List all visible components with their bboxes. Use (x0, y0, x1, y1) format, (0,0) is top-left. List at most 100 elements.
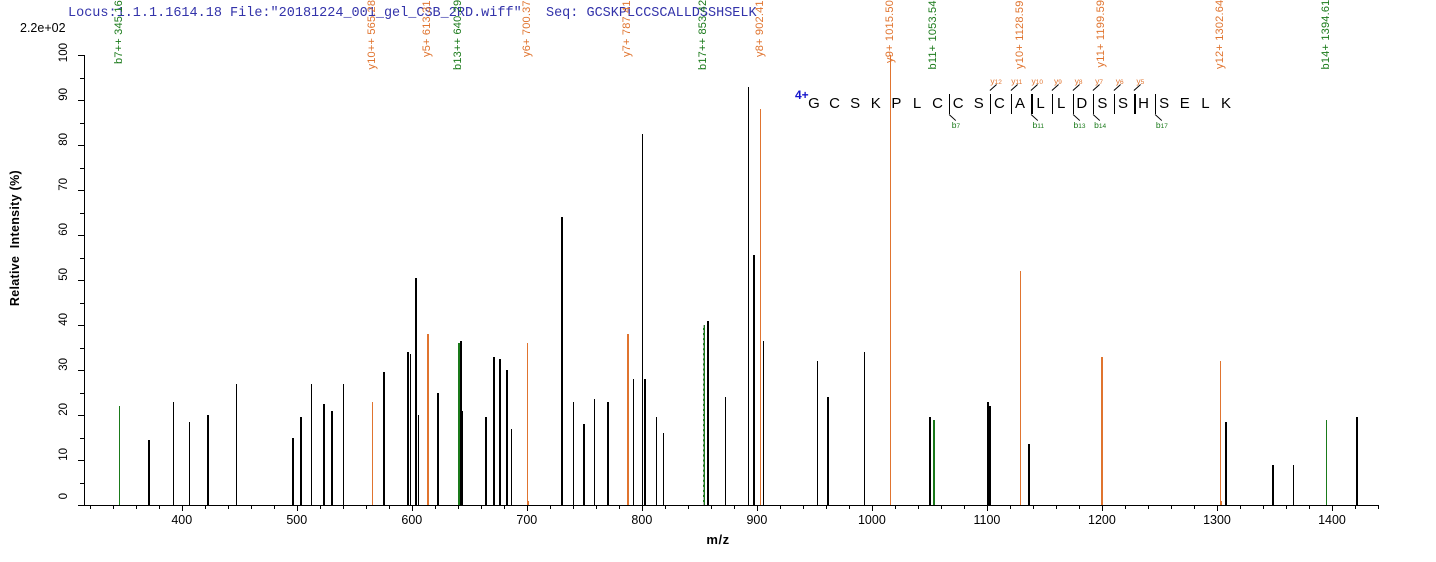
x-tick-minor (1239, 505, 1241, 509)
spectrum-peak (235, 383, 238, 505)
x-tick-minor (1078, 505, 1080, 509)
x-tick-minor (480, 505, 482, 509)
peak-annotation-label: y8+ 902.41 (753, 0, 766, 57)
spectrum-peak (485, 417, 488, 505)
spectrum-peak (437, 392, 439, 505)
spectrum-peak (561, 217, 563, 505)
y-ion-label: y5 (1136, 76, 1145, 86)
y-tick (78, 325, 84, 326)
spectrum-peak (417, 415, 420, 505)
sequence-residue: C (952, 95, 964, 112)
x-tick-minor (227, 505, 229, 509)
y-tick-label: 40 (58, 313, 70, 326)
b-ion-bracket (1154, 94, 1165, 122)
spectrum-peak (188, 421, 191, 505)
b-ion-label: b13 (1073, 120, 1086, 130)
b-ion-bracket (948, 94, 959, 122)
x-tick-minor (1124, 505, 1126, 509)
peak-annotation-label: y5+ 613.31 (421, 0, 434, 57)
spectrum-peak (407, 352, 409, 505)
x-tick (1101, 505, 1103, 511)
y-tick-minor (80, 167, 84, 169)
spectrum-peak (493, 356, 496, 505)
x-tick-minor (779, 505, 781, 509)
x-tick-minor (158, 505, 160, 509)
spectrum-peak (323, 403, 325, 505)
b-ion-bracket (1030, 94, 1041, 122)
y-tick (78, 505, 84, 506)
spectrum-peak (989, 406, 991, 505)
annotation-leader-line (759, 109, 761, 505)
sequence-residue: K (870, 95, 881, 112)
x-tick-minor (618, 505, 620, 509)
y-tick (78, 145, 84, 146)
spectrum-peak (583, 424, 585, 505)
y-tick-label: 10 (58, 448, 70, 461)
y-ion-label: y7 (1095, 76, 1104, 86)
spectrum-peak (747, 86, 750, 505)
b-ion-bracket (1072, 94, 1083, 122)
x-tick-minor (917, 505, 919, 509)
x-tick-minor (848, 505, 850, 509)
x-tick-minor (388, 505, 390, 509)
x-tick-minor (1009, 505, 1011, 509)
y-tick (78, 370, 84, 371)
x-tick-minor (1193, 505, 1195, 509)
sequence-residue: S (973, 95, 984, 112)
x-tick (411, 505, 413, 511)
spectrum-peak (148, 439, 150, 505)
x-tick-label: 800 (631, 513, 653, 527)
x-tick-minor (664, 505, 666, 509)
spectrum-peak (1028, 444, 1030, 505)
y-tick (78, 235, 84, 236)
y-tick-label: 0 (58, 493, 70, 500)
annotation-leader-line (371, 401, 374, 505)
precursor-charge-label: 4+ (795, 88, 809, 102)
spectrum-peak (1225, 421, 1227, 505)
annotation-leader-line (527, 343, 529, 505)
y-ion-label: y11 (1011, 76, 1023, 86)
spectrum-peak (986, 401, 989, 505)
x-tick-minor (687, 505, 689, 509)
spectrum-peak (1292, 464, 1295, 505)
sequence-residue: K (1220, 95, 1232, 112)
y-tick-minor (80, 347, 84, 349)
y-tick (78, 415, 84, 416)
sequence-residue: L (1036, 95, 1045, 112)
y-tick-minor (80, 212, 84, 214)
spectrum-peak (655, 417, 658, 505)
y-tick-minor (80, 482, 84, 484)
spectrum-peak (1272, 464, 1274, 505)
x-tick-minor (1170, 505, 1172, 509)
spectrum-peak (662, 433, 665, 505)
x-tick-label: 600 (401, 513, 423, 527)
x-tick-minor (135, 505, 137, 509)
x-tick-minor (1378, 505, 1379, 509)
spectrum-peak (929, 417, 931, 505)
y-tick-label: 100 (58, 43, 70, 63)
x-tick-minor (250, 505, 252, 509)
y-ion-bracket (1010, 84, 1021, 120)
y-tick-label: 50 (58, 268, 70, 281)
y-ion-bracket (1133, 84, 1144, 120)
x-tick-minor (1055, 505, 1057, 509)
peak-annotation-label: y6+ 700.37 (521, 0, 534, 57)
x-axis-line (84, 505, 1378, 506)
x-tick-minor (710, 505, 712, 509)
spectrum-peak (207, 415, 209, 505)
annotation-leader-line (1019, 271, 1021, 505)
y-ion-label: y12 (990, 76, 1002, 86)
y-tick (78, 100, 84, 101)
x-tick-label: 1000 (857, 513, 886, 527)
x-tick-minor (595, 505, 597, 509)
x-tick-minor (1285, 505, 1287, 509)
sequence-residue: S (1097, 95, 1108, 112)
spectrum-peak (331, 410, 333, 505)
x-tick-label: 1100 (973, 513, 1001, 527)
spectrum-peak (1356, 417, 1358, 505)
spectrum-peak (593, 399, 596, 505)
y-axis-ticks: 0 10 20 30 40 50 60 70 80 90 100 (0, 0, 84, 562)
spectrum-peak (632, 379, 635, 505)
annotation-leader-line (1101, 356, 1103, 505)
x-tick-minor (549, 505, 551, 509)
